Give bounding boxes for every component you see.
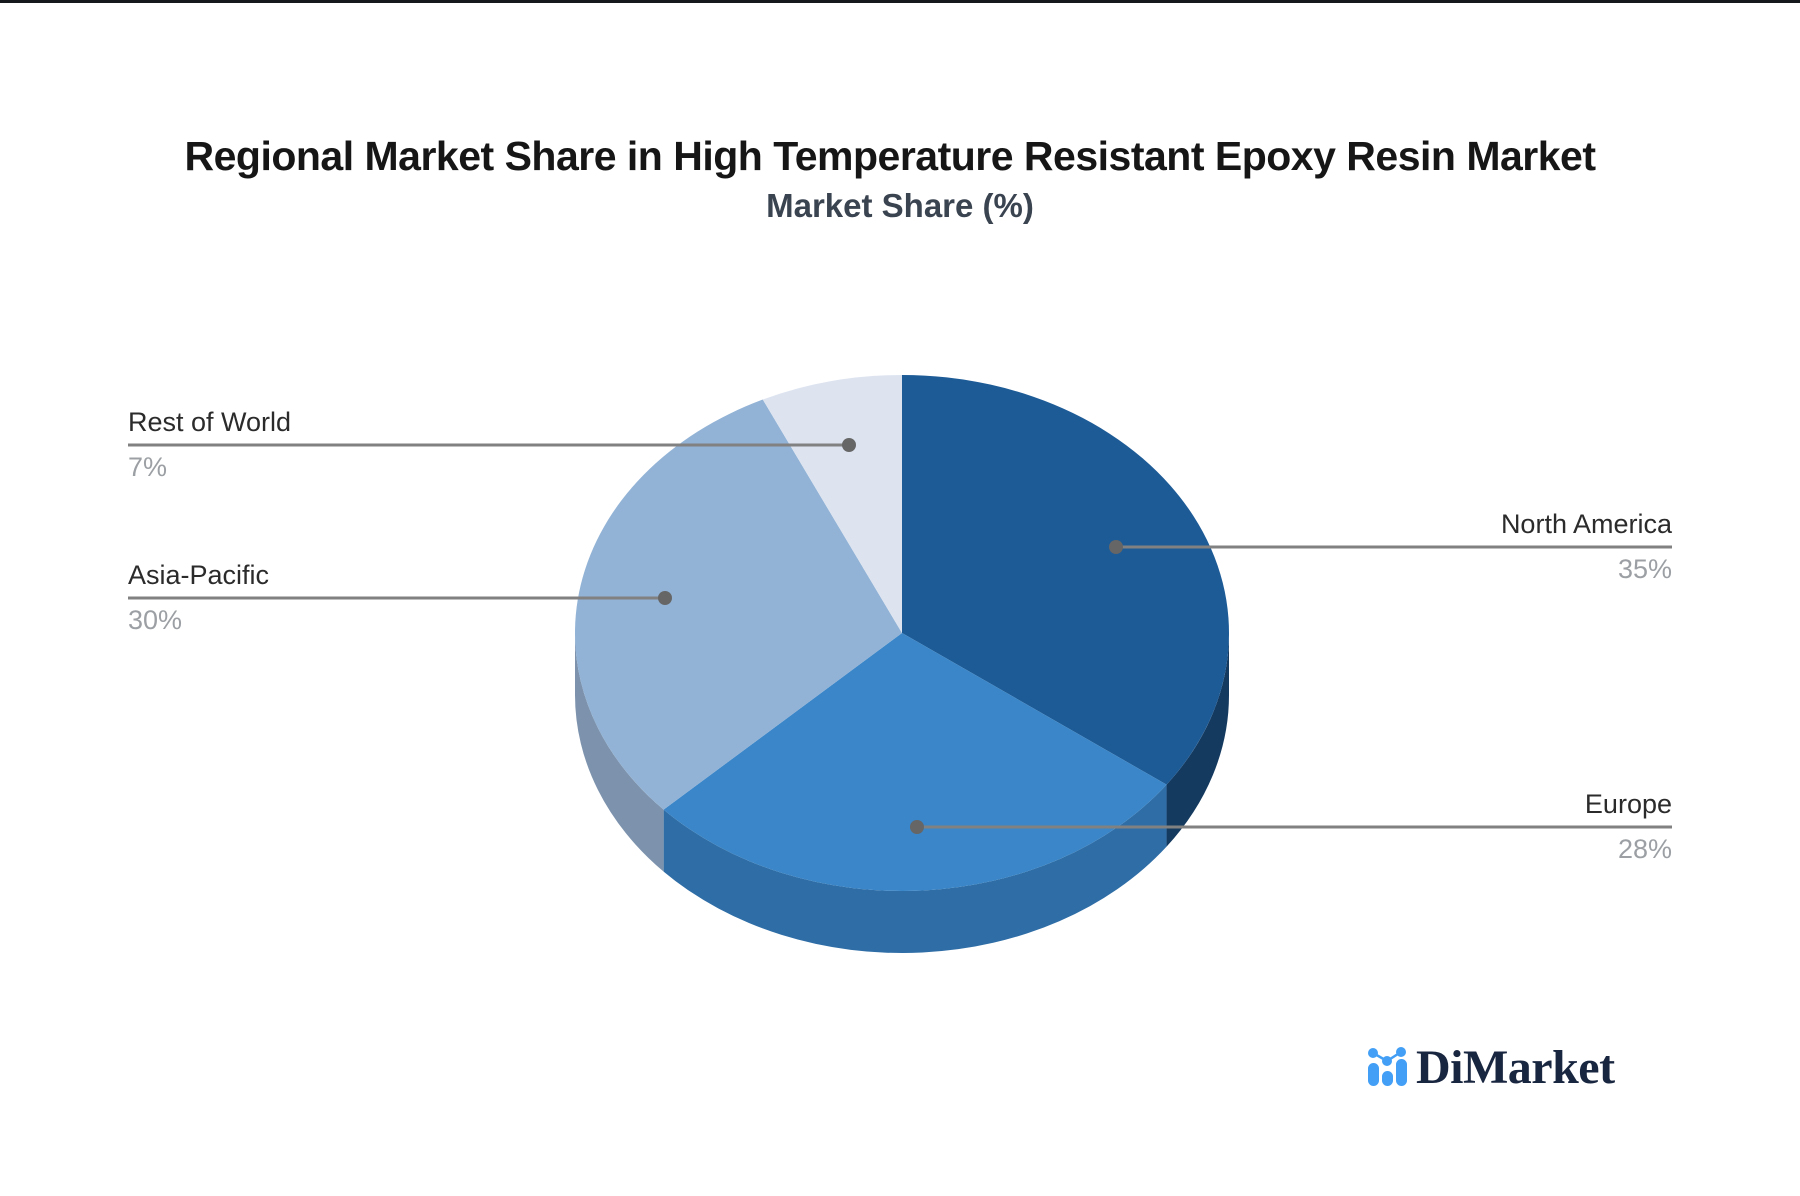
pie-slice-asia-pacific-side [575, 633, 664, 872]
callout-value-north-america: 35% [1617, 554, 1672, 584]
brand-logo-text: DiMarket [1416, 1041, 1615, 1094]
callout-label-north-america: North America [1500, 509, 1672, 539]
leader-dot-rest-of-world [842, 438, 856, 452]
pie-slice-north-america-side [1166, 633, 1229, 847]
leader-dot-asia-pacific [658, 591, 672, 605]
callout-label-asia-pacific: Asia-Pacific [128, 560, 270, 590]
window-top-edge [0, 0, 1800, 3]
pie-slice-asia-pacific [574, 399, 902, 810]
leader-dot-north-america [1109, 540, 1123, 554]
callout-label-europe: Europe [1584, 789, 1672, 819]
callout-value-asia-pacific: 30% [128, 605, 183, 635]
callout-value-rest-of-world: 7% [128, 452, 168, 482]
leader-dot-europe [910, 820, 924, 834]
callout-label-rest-of-world: Rest of World [128, 407, 292, 437]
chart-title: Regional Market Share in High Temperatur… [184, 133, 1596, 179]
callout-value-europe: 28% [1617, 834, 1672, 864]
brand-logo: DiMarket [1367, 1041, 1687, 1101]
pie-slice-rest-of-world [762, 375, 902, 633]
chart-subtitle: Market Share (%) [766, 187, 1034, 224]
pie-slice-north-america [902, 375, 1229, 785]
bar-line-chart-icon [1368, 1047, 1407, 1086]
pie-slice-europe-side [663, 784, 1167, 954]
